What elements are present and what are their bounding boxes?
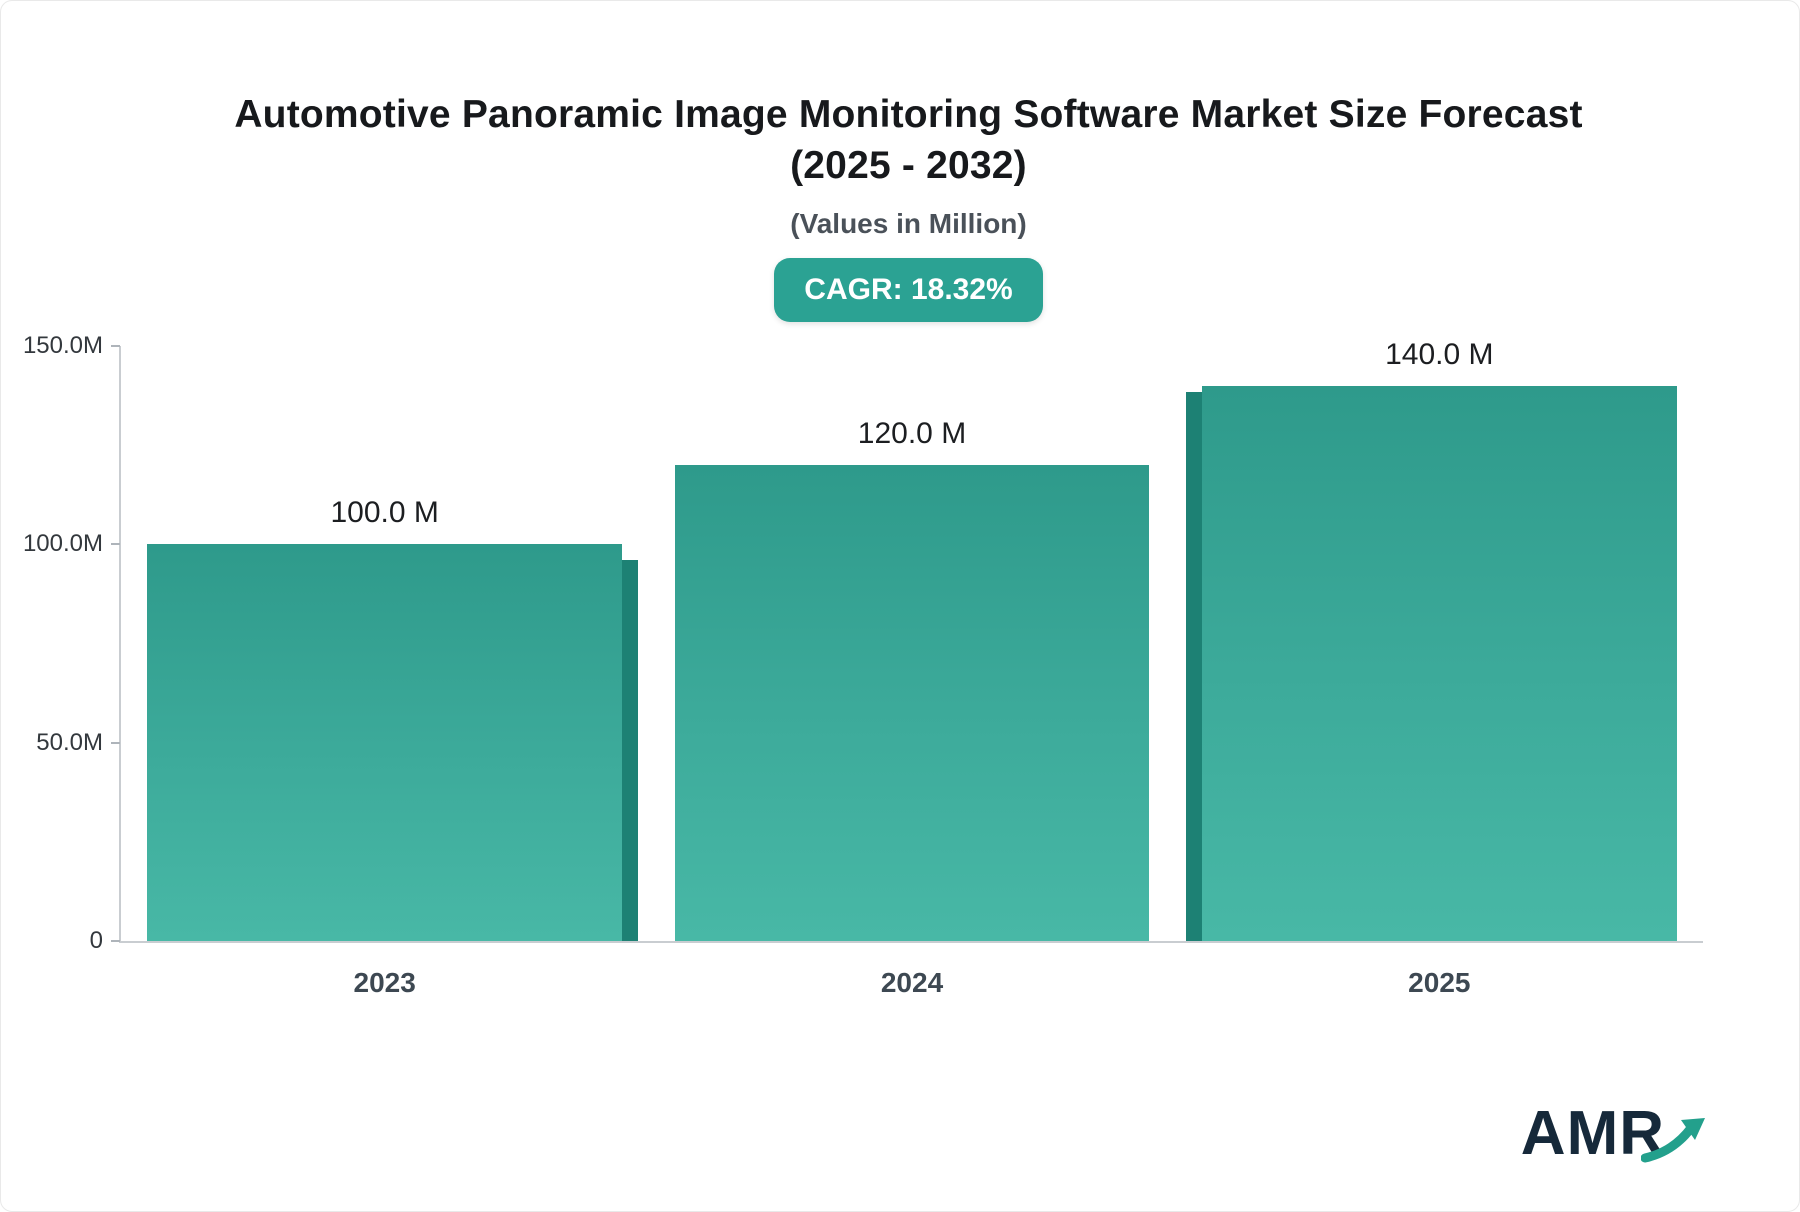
plot-area: 150.0M 100.0M 50.0M 0 100.0 M 2023 120.0 M 2024…	[23, 332, 1703, 998]
y-tick-label: 0	[89, 927, 103, 954]
y-tick-label: 50.0M	[36, 728, 103, 756]
y-tick-mark	[111, 543, 120, 546]
x-tick-label: 2024	[880, 967, 944, 998]
cagr-badge: CAGR: 18.32%	[774, 257, 1043, 322]
amr-logo-text: AMR	[1520, 1099, 1665, 1168]
bar-2024	[674, 465, 1150, 941]
amr-logo: AMR	[1521, 1098, 1707, 1169]
y-tick-mark	[111, 741, 120, 744]
bar-value-label: 100.0 M	[330, 496, 439, 530]
x-tick-label: 2025	[1408, 967, 1471, 998]
y-tick-mark	[111, 345, 120, 347]
bar-value-label: 120.0 M	[857, 417, 967, 450]
y-tick-label: 100.0M	[22, 530, 103, 558]
chart-subtitle: (Values in Million)	[790, 207, 1027, 239]
bar-value-label: 140.0 M	[1385, 337, 1494, 371]
bar-side-face	[621, 560, 638, 941]
growth-arrow-icon	[1641, 1117, 1705, 1162]
chart-title: Automotive Panoramic Image Monitoring So…	[234, 93, 1583, 188]
y-tick-label: 150.0M	[22, 332, 103, 359]
bar-2023	[147, 544, 622, 941]
chart-header: Automotive Panoramic Image Monitoring So…	[116, 1, 1701, 322]
x-tick-label: 2023	[353, 967, 416, 998]
bar-side-face	[1186, 391, 1203, 941]
bar-2025	[1202, 385, 1677, 941]
y-tick-mark	[111, 940, 120, 942]
